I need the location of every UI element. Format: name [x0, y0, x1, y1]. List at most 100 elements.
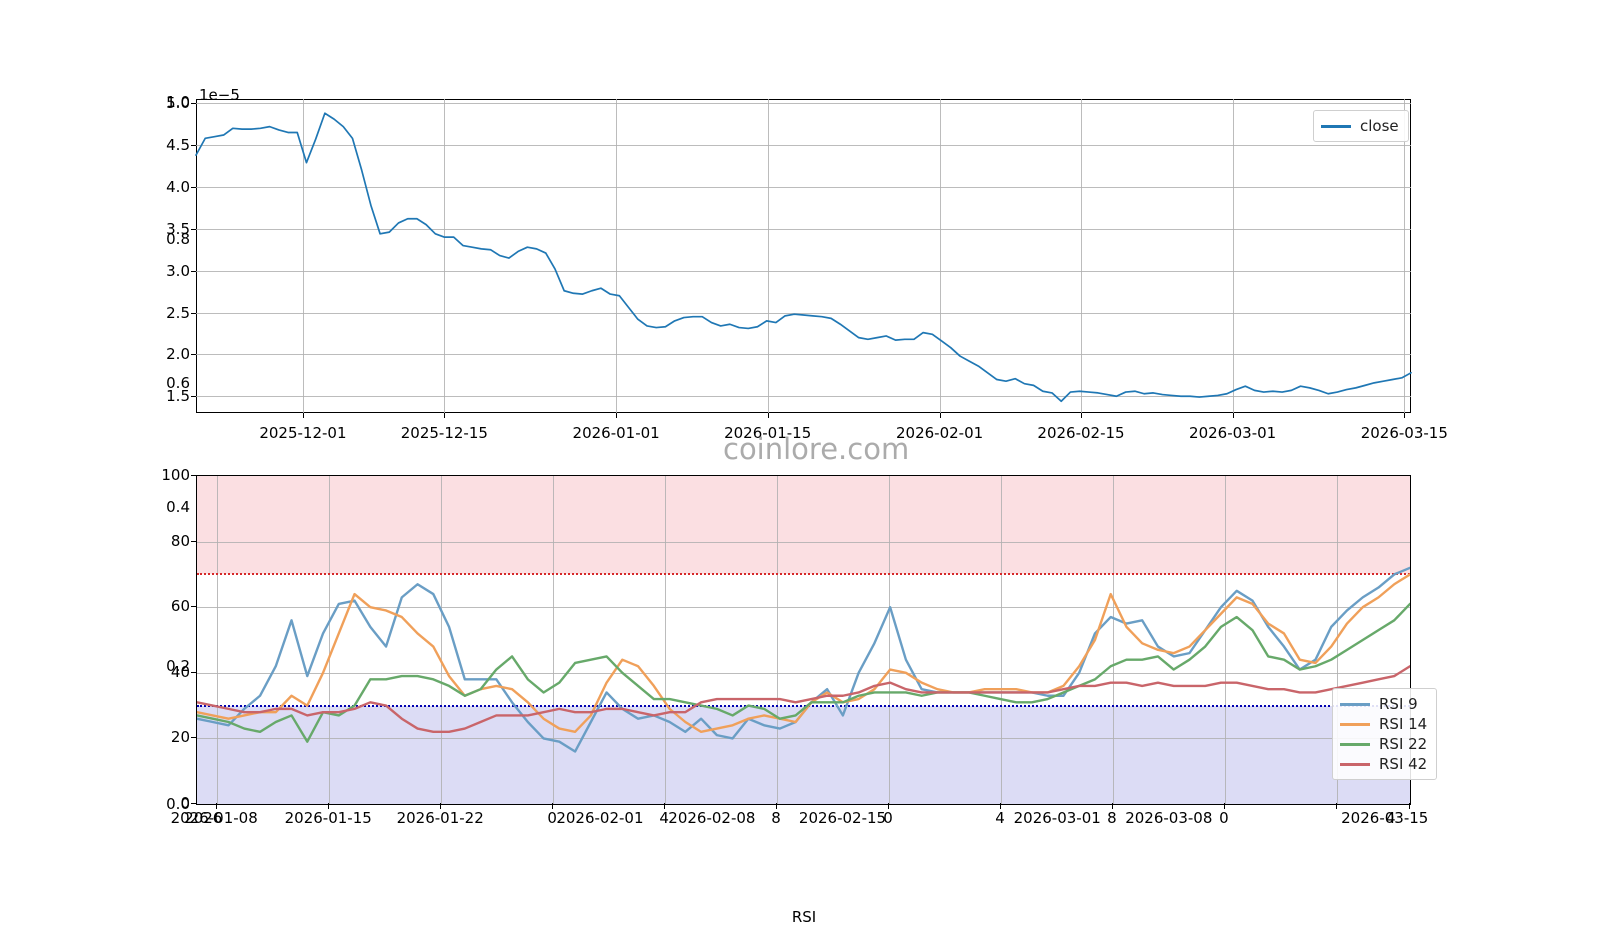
price-x-tick-label: 2026-02-01 [895, 424, 984, 442]
rsi-y-tick-mark [191, 803, 196, 804]
price-x-tick-label: 2025-12-01 [259, 424, 347, 442]
price-y-axis: 1.5 2.0 2.5 3.0 3.5 4.0 4.5 5.0 [96, 0, 190, 455]
legend-label: close [1360, 117, 1399, 135]
price-x-tick-label: 2026-01-15 [724, 424, 812, 442]
legend-color-swatch [1340, 762, 1370, 766]
legend-item: RSI 22 [1340, 734, 1427, 754]
rsi-x-tick-label-overlay: 8 [1107, 809, 1117, 827]
legend-label: RSI 22 [1379, 735, 1428, 753]
rsi-x-tick-mark [888, 803, 890, 809]
price-x-tick-label: 2026-02-15 [1037, 424, 1125, 442]
legend-item: close [1321, 116, 1399, 136]
legend-color-swatch [1340, 722, 1370, 726]
rsi-x-tick-label-overlay: 4 [995, 809, 1005, 827]
rsi-x-tick-label: 2026-03-08 [1125, 809, 1213, 827]
rsi-y-tick-label: 0 [180, 794, 190, 812]
rsi-y-tick-mark [191, 475, 196, 476]
price-y-tick-label: 4.5 [166, 136, 190, 155]
legend-label: RSI 14 [1379, 715, 1428, 733]
price-y-tick-label-overlay: 0.8 [166, 229, 190, 248]
legend-label: RSI 9 [1379, 695, 1418, 713]
price-legend: close [1313, 110, 1409, 142]
price-x-tick-label: 2026-01-01 [572, 424, 660, 442]
price-x-tick-label: 2026-03-15 [1360, 424, 1448, 442]
rsi-x-tick-label: 2026-01-08 [170, 809, 258, 827]
rsi-x-tick-label-overlay: 0 [1219, 809, 1229, 827]
rsi-y-tick-label: 100 [161, 466, 190, 484]
price-y-tick-label-overlay: 1.0 [166, 93, 190, 112]
rsi-panel: RSI 0 20 40 60 80 100 0.0 0.2 0.4 2026-01-08 202… [0, 455, 1600, 926]
rsi-x-tick-label-overlay: 8 [771, 809, 781, 827]
price-y-tick-label-overlay: 0.6 [166, 374, 190, 393]
rsi-x-tick-label: 2026-02-08 [668, 809, 756, 827]
rsi-y-tick-mark [191, 606, 196, 608]
rsi-x-tick-mark [216, 803, 218, 809]
rsi-x-tick-label: 2026-03-01 [1013, 809, 1101, 827]
rsi-x-tick-mark [999, 803, 1001, 809]
rsi-threshold-line [197, 704, 1410, 707]
rsi-threshold-line [197, 573, 1410, 576]
legend-label: RSI 42 [1379, 755, 1428, 773]
price-x-tick-label: 2026-03-01 [1189, 424, 1277, 442]
price-plot-area [196, 99, 1411, 413]
price-x-axis: 2025-12-01 2025-12-15 2026-01-01 2026-01-15… [0, 418, 1600, 442]
legend-color-swatch [1340, 702, 1370, 706]
price-y-tick-label: 4.0 [166, 177, 190, 196]
rsi-x-tick-mark [664, 803, 666, 809]
price-y-tick-label: 3.5 [166, 219, 190, 238]
rsi-x-tick-label-overlay: 0 [547, 809, 557, 827]
legend-item: RSI 9 [1340, 694, 1427, 714]
rsi-x-tick-mark [776, 803, 778, 809]
rsi-x-tick-label-overlay: 2026 [184, 809, 223, 827]
rsi-x-tick-label: 2026-03-15 [1341, 809, 1429, 827]
rsi-x-tick-label: 2026-02-01 [556, 809, 644, 827]
rsi-x-tick-mark [440, 803, 442, 809]
price-offset-text: 1e−5 [199, 86, 240, 104]
rsi-x-tick-label: 2026-01-22 [396, 809, 484, 827]
price-x-tick-label: 2025-12-15 [400, 424, 488, 442]
rsi-threshold-band [197, 705, 1410, 804]
rsi-y-tick-label-overlay: 0.0 [166, 795, 190, 813]
price-y-tick-label: 2.0 [166, 345, 190, 364]
rsi-y-tick-label-overlay: 0.4 [166, 497, 190, 516]
price-y-axis-overlay: 0.6 0.8 1.0 [96, 0, 190, 455]
watermark: coinlore.com [723, 432, 910, 466]
rsi-x-tick-label-overlay: 4 [1386, 809, 1396, 827]
price-y-tick-label: 2.5 [166, 303, 190, 322]
legend-item: RSI 14 [1340, 714, 1427, 734]
price-y-tick-label: 3.0 [166, 261, 190, 280]
rsi-plot-area [196, 475, 1411, 805]
rsi-y-tick-mark [191, 737, 196, 739]
rsi-x-tick-label-overlay: 0 [883, 809, 893, 827]
legend-color-swatch [1321, 124, 1351, 128]
rsi-y-tick-mark [191, 540, 196, 542]
rsi-title: RSI [791, 908, 817, 926]
rsi-x-tick-label-overlay: 4 [659, 809, 669, 827]
rsi-threshold-band [197, 476, 1410, 575]
rsi-y-tick-label: 60 [170, 597, 190, 616]
rsi-y-tick-label: 80 [170, 531, 190, 550]
rsi-y-axis: 0 20 40 60 80 100 [96, 455, 196, 900]
rsi-x-tick-label: 2026-01-15 [284, 809, 372, 827]
rsi-y-tick-mark [191, 671, 196, 673]
rsi-legend: RSI 9 RSI 14 RSI 22 RSI 42 [1332, 688, 1438, 780]
rsi-line-series [197, 566, 1410, 753]
rsi-x-axis: 2026-01-08 2026-01-15 2026-01-22 2026-02-01… [0, 793, 1600, 827]
rsi-y-tick-label: 40 [170, 662, 190, 681]
rsi-x-tick-mark [1223, 803, 1225, 809]
price-y-tick-label: 1.5 [166, 387, 190, 406]
price-panel: 1e−5 1.5 2.0 2.5 3.0 3.5 4.0 4.5 5.0 0.6 0.8 1.0 … [0, 0, 1600, 455]
price-line-series [195, 112, 1412, 403]
rsi-y-axis-overlay: 0.0 0.2 0.4 [96, 455, 190, 900]
rsi-y-tick-label: 20 [170, 728, 190, 747]
rsi-x-tick-mark [1111, 803, 1113, 809]
legend-item: RSI 42 [1340, 754, 1427, 774]
legend-color-swatch [1340, 742, 1370, 746]
rsi-x-tick-mark [328, 803, 330, 809]
rsi-y-tick-label-overlay: 0.2 [166, 657, 190, 676]
rsi-x-tick-mark [1409, 803, 1410, 809]
rsi-x-tick-mark [552, 803, 554, 809]
rsi-x-tick-label: 2026-02-15 [798, 809, 887, 827]
price-y-tick-label: 5.0 [166, 94, 190, 113]
